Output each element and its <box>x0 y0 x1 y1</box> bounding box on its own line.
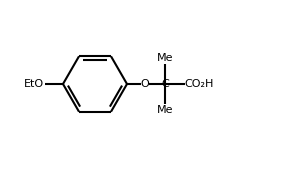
Text: O: O <box>141 79 150 89</box>
Text: CO₂H: CO₂H <box>184 79 214 89</box>
Text: EtO: EtO <box>24 79 44 89</box>
Text: C: C <box>161 79 169 89</box>
Text: Me: Me <box>157 105 173 115</box>
Text: Me: Me <box>157 53 173 63</box>
